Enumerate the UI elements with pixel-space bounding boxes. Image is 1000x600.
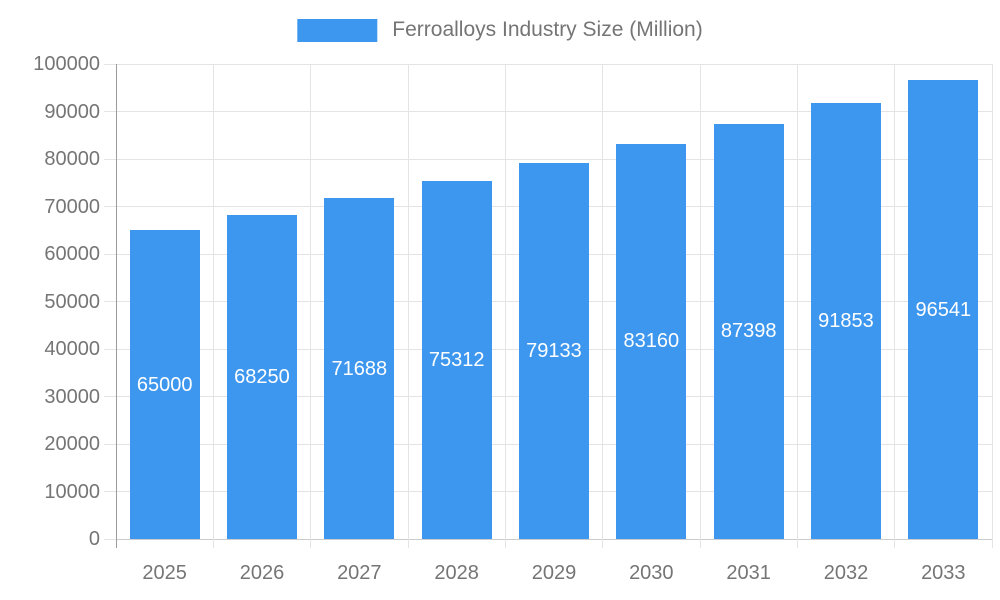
y-axis-tick-label: 10000 bbox=[44, 480, 100, 503]
y-axis-tick bbox=[104, 253, 116, 255]
y-axis-tick-label: 50000 bbox=[44, 290, 100, 313]
y-axis-tick bbox=[104, 538, 116, 540]
x-axis-tick-label: 2026 bbox=[239, 562, 285, 584]
plot-area: 65000 68250 71688 75312 79133 83160 87398 91853… bbox=[116, 63, 993, 548]
x-axis-tick-label: 2030 bbox=[629, 562, 674, 584]
bar[interactable] bbox=[616, 143, 687, 539]
x-axis-tick-label: 2027 bbox=[337, 562, 382, 584]
y-axis-tick bbox=[104, 348, 116, 350]
y-axis-tick-label: 90000 bbox=[44, 100, 100, 123]
y-axis-tick bbox=[104, 301, 116, 302]
y-axis-tick bbox=[104, 396, 116, 397]
y-axis-tick-label: 60000 bbox=[44, 243, 100, 265]
x-axis-tick-label: 2033 bbox=[921, 562, 966, 584]
gridline-vertical bbox=[699, 64, 701, 548]
bar[interactable] bbox=[421, 181, 492, 539]
y-axis-tick-label: 20000 bbox=[44, 433, 100, 455]
x-axis-tick-label: 2031 bbox=[726, 562, 771, 584]
x-axis-baseline bbox=[116, 538, 992, 540]
legend-label: Ferroalloys Industry Size (Million) bbox=[392, 18, 703, 41]
gridline-horizontal bbox=[116, 158, 992, 160]
gridline-vertical bbox=[602, 64, 604, 548]
y-axis-tick-label: 30000 bbox=[44, 385, 100, 408]
gridline-vertical bbox=[796, 64, 798, 548]
x-axis-tick-label: 2029 bbox=[531, 562, 577, 584]
bar[interactable] bbox=[811, 102, 881, 539]
gridline-horizontal bbox=[116, 63, 992, 65]
bar[interactable] bbox=[713, 123, 784, 539]
y-axis-tick-label: 0 bbox=[88, 528, 100, 550]
gridline-vertical bbox=[991, 64, 993, 548]
x-axis-tick-label: 2025 bbox=[142, 562, 187, 584]
x-axis-tick-label: 2032 bbox=[823, 562, 869, 584]
gridline-horizontal bbox=[116, 111, 992, 112]
y-axis-tick-label: 70000 bbox=[44, 195, 100, 218]
y-axis-tick-label: 100000 bbox=[33, 53, 100, 75]
gridline-vertical bbox=[894, 64, 896, 548]
legend: Ferroalloys Industry Size (Million) bbox=[297, 18, 703, 42]
y-axis-line bbox=[116, 64, 117, 548]
y-axis-tick-label: 80000 bbox=[44, 148, 100, 170]
x-axis-tick-label: 2028 bbox=[434, 562, 479, 584]
bar[interactable] bbox=[129, 230, 200, 539]
y-axis-tick bbox=[104, 206, 116, 207]
gridline-vertical bbox=[310, 64, 312, 548]
bar[interactable] bbox=[908, 80, 979, 539]
legend-swatch bbox=[297, 18, 378, 42]
gridline-vertical bbox=[504, 64, 506, 548]
y-axis-tick bbox=[104, 443, 116, 445]
y-axis-tick bbox=[104, 491, 116, 492]
bar[interactable] bbox=[324, 198, 395, 539]
bar[interactable] bbox=[519, 163, 589, 539]
gridline-vertical bbox=[212, 64, 214, 548]
bar[interactable] bbox=[227, 214, 297, 539]
y-axis-tick bbox=[104, 63, 116, 65]
y-axis-tick bbox=[104, 158, 116, 160]
y-axis-tick bbox=[104, 111, 116, 112]
gridline-vertical bbox=[407, 64, 409, 548]
y-axis-tick-label: 40000 bbox=[44, 338, 100, 360]
